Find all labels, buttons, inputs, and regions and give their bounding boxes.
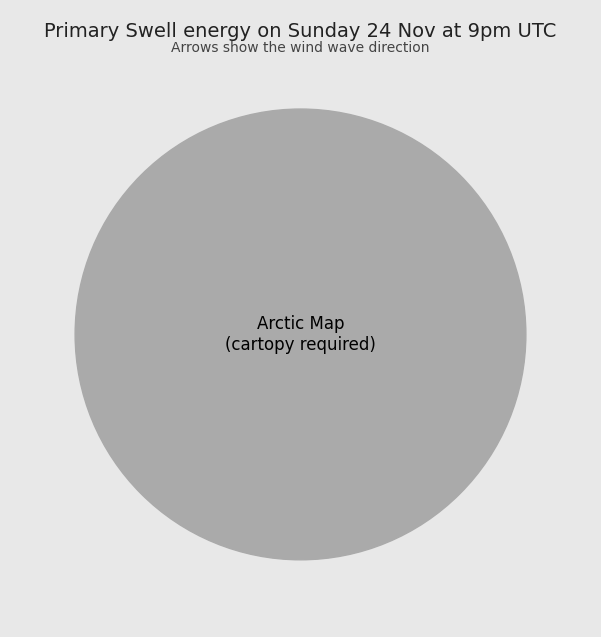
- Circle shape: [75, 109, 526, 560]
- Text: Arctic Map
(cartopy required): Arctic Map (cartopy required): [225, 315, 376, 354]
- Text: Primary Swell energy on Sunday 24 Nov at 9pm UTC: Primary Swell energy on Sunday 24 Nov at…: [44, 22, 557, 41]
- Text: Arrows show the wind wave direction: Arrows show the wind wave direction: [171, 41, 430, 55]
